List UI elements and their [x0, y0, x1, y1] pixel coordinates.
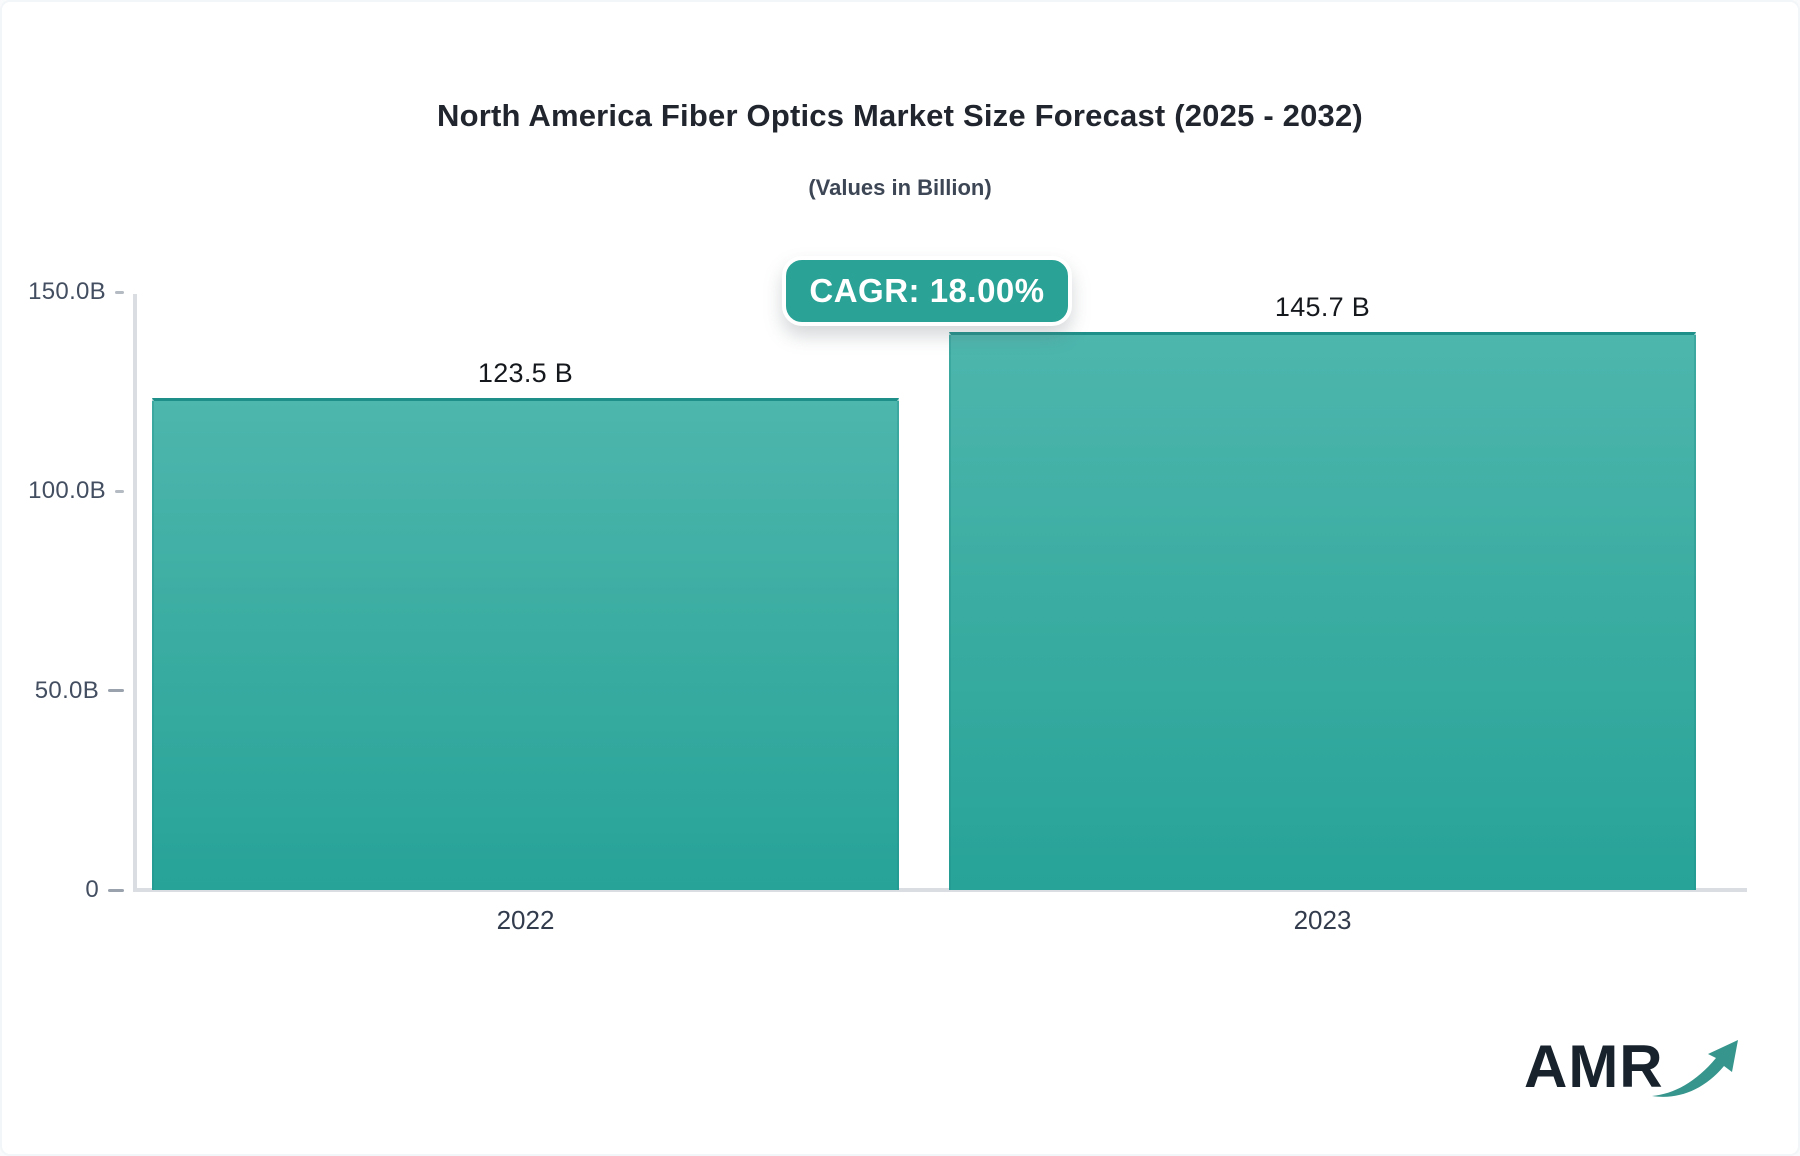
- bar-group-2023: 145.7 B: [949, 292, 1696, 890]
- chart-subtitle: (Values in Billion): [808, 175, 992, 200]
- bar-group-2022: 123.5 B: [152, 292, 899, 890]
- bar-value-label-2023: 145.7 B: [1274, 292, 1371, 322]
- bar-2022: [152, 397, 899, 890]
- trend-up-arrow-icon: [1646, 1030, 1742, 1111]
- y-axis-line: [133, 294, 137, 890]
- tick-mark: [108, 888, 124, 892]
- cagr-badge: CAGR: 18.00%: [782, 256, 1072, 326]
- chart-title: North America Fiber Optics Market Size F…: [437, 98, 1363, 133]
- x-axis-line: [133, 888, 1747, 892]
- amr-logo-text: AMR: [1524, 1033, 1664, 1100]
- tick-mark: [108, 689, 124, 693]
- bar-value-label-2022: 123.5 B: [477, 357, 574, 388]
- bar-2023: [949, 332, 1696, 890]
- x-tick-label-2022: 2022: [496, 905, 555, 935]
- tick-mark: [115, 290, 124, 294]
- plot-area: 123.5 B 145.7 B: [133, 292, 1747, 890]
- amr-logo: AMR: [1524, 1024, 1744, 1124]
- x-tick-label-2023: 2023: [1293, 905, 1352, 935]
- tick-mark: [115, 489, 124, 493]
